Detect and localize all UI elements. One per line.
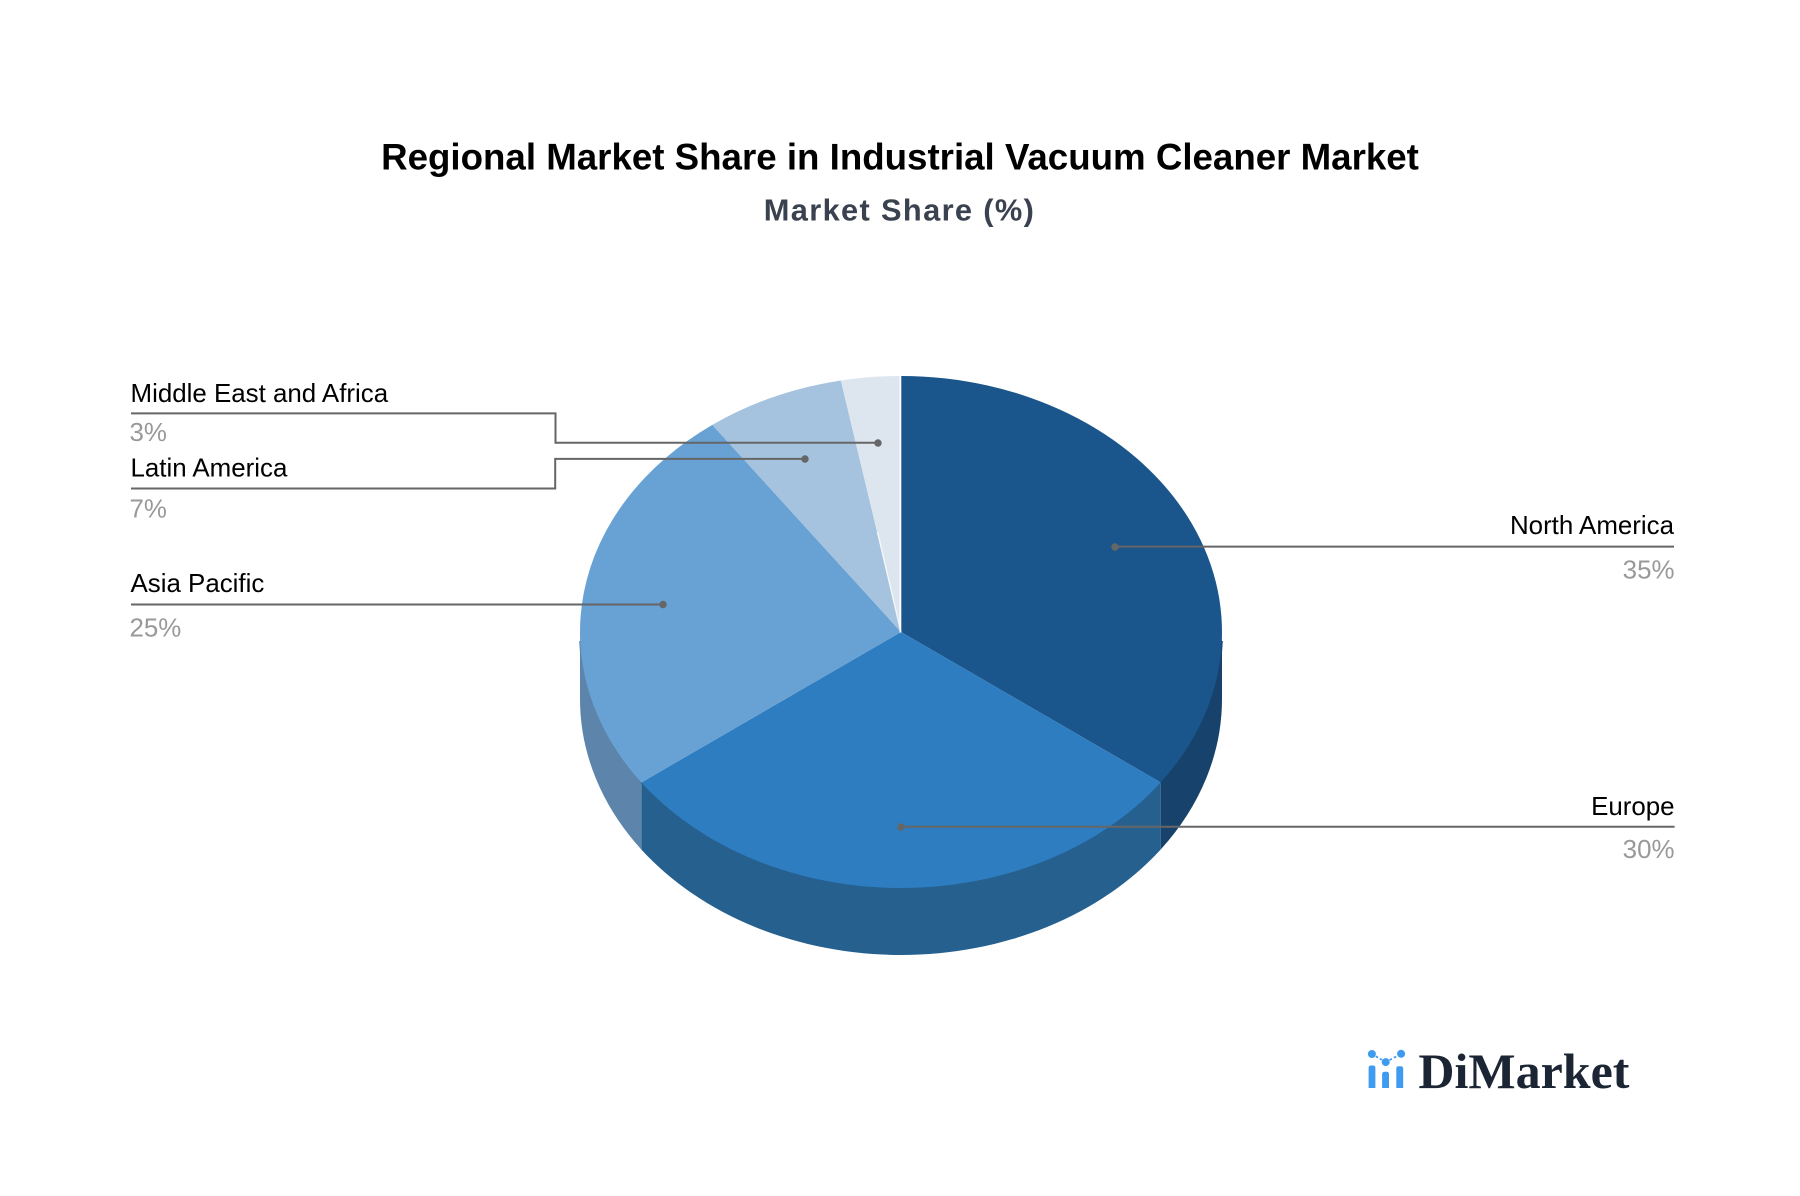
svg-text:3%: 3% (130, 419, 167, 447)
svg-text:30%: 30% (1623, 836, 1675, 864)
svg-text:7%: 7% (130, 495, 167, 523)
svg-text:35%: 35% (1623, 556, 1675, 584)
svg-text:Regional Market Share in Indus: Regional Market Share in Industrial Vacu… (381, 136, 1419, 177)
svg-text:DiMarket: DiMarket (1418, 1043, 1629, 1099)
svg-text:Middle East and Africa: Middle East and Africa (131, 380, 389, 408)
svg-text:Latin America: Latin America (131, 454, 288, 482)
svg-text:Europe: Europe (1591, 793, 1675, 821)
svg-text:Asia Pacific: Asia Pacific (131, 570, 265, 598)
svg-text:25%: 25% (130, 614, 182, 642)
svg-text:Market Share (%): Market Share (%) (764, 192, 1035, 227)
svg-text:North America: North America (1510, 512, 1675, 540)
